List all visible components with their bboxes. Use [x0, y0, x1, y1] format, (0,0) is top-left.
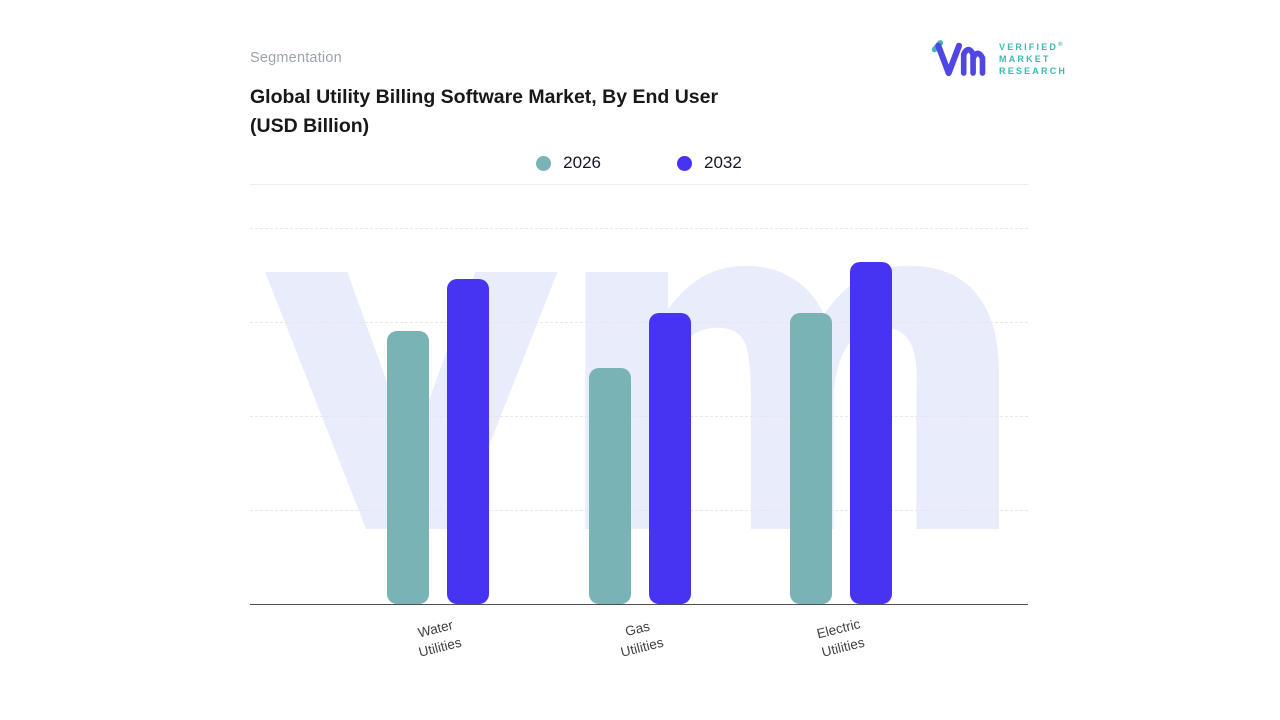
category-label: Gas Utilities [618, 618, 665, 660]
plot-area: vmr [250, 132, 1028, 605]
gridline [250, 322, 1028, 323]
vmr-logo: VERIFIED® MARKET RESEARCH [928, 36, 1067, 80]
bar-groups [250, 228, 1028, 604]
legend-dot [677, 155, 692, 171]
category-label: Electric Utilities [815, 616, 866, 660]
category-label: Water Utilities [416, 617, 463, 660]
legend-item-2032: 2032 [677, 153, 742, 173]
bar-2032 [648, 313, 691, 604]
brand-line-verified: VERIFIED® [999, 41, 1063, 52]
gridline [250, 510, 1028, 511]
chart-title-line2: (USD Billion) [250, 115, 370, 137]
brand-line-market: MARKET [999, 53, 1051, 64]
category-labels: Water Utilities Gas Utilities Electric Uti… [250, 616, 1028, 660]
legend-item-2026: 2026 [536, 153, 601, 173]
registered-mark: ® [1058, 41, 1063, 48]
section-label: Segmentation [250, 50, 342, 66]
legend: 2026 2032 [250, 148, 1028, 178]
x-axis-line [250, 603, 1028, 605]
bar-group [387, 228, 489, 604]
bar-2032 [850, 262, 892, 604]
bar-2026 [588, 368, 631, 604]
bar-2026 [790, 313, 832, 604]
watermark: vmr [258, 132, 1023, 602]
chart-title-line1: Global Utility Billing Software Market, … [250, 86, 719, 108]
legend-dot [536, 155, 552, 171]
legend-label: 2026 [563, 153, 601, 172]
vmr-logo-text: VERIFIED® MARKET RESEARCH [999, 40, 1067, 77]
bar-group [790, 228, 892, 604]
gridline [250, 416, 1028, 417]
bar-group [588, 228, 691, 604]
header-divider [250, 184, 1028, 185]
bar-2026 [387, 330, 429, 604]
gridline [250, 228, 1028, 229]
brand-line-research: RESEARCH [999, 65, 1068, 76]
legend-label: 2032 [704, 153, 742, 172]
bar-2032 [447, 279, 489, 604]
chart-title: Global Utility Billing Software Market, … [250, 83, 718, 141]
vmr-logo-mark [931, 40, 986, 77]
